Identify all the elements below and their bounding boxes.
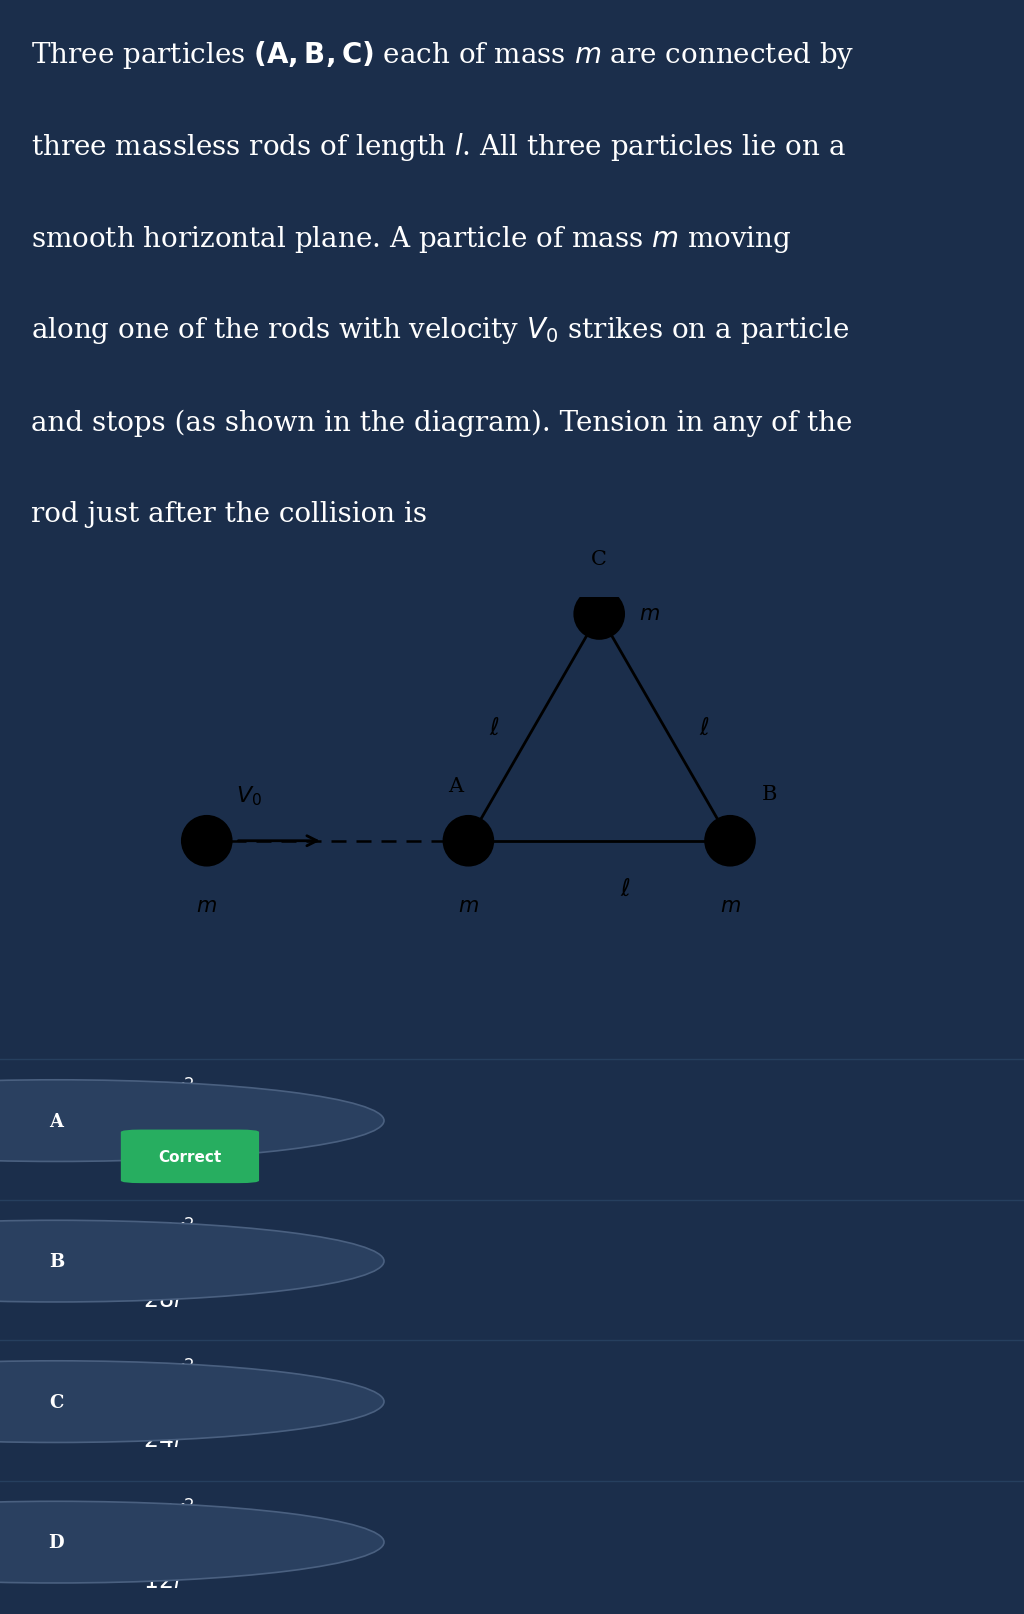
Text: along one of the rods with velocity $V_0$ strikes on a particle: along one of the rods with velocity $V_0… [31, 315, 849, 347]
Text: $m$: $m$ [639, 605, 660, 625]
Text: $m$: $m$ [458, 896, 479, 915]
Text: and stops (as shown in the diagram). Tension in any of the: and stops (as shown in the diagram). Ten… [31, 408, 852, 436]
Text: Correct: Correct [159, 1149, 221, 1164]
Circle shape [0, 1080, 384, 1162]
Text: $mV_0^2$: $mV_0^2$ [143, 1357, 196, 1391]
Text: $\ell$: $\ell$ [621, 878, 631, 901]
Text: $\ell$: $\ell$ [698, 717, 710, 739]
Text: $\ell$: $\ell$ [489, 717, 500, 739]
Text: three massless rods of length $l$. All three particles lie on a: three massless rods of length $l$. All t… [31, 131, 846, 163]
Circle shape [0, 1501, 384, 1583]
Circle shape [0, 1220, 384, 1302]
Text: $36l$: $36l$ [143, 1148, 182, 1170]
Circle shape [182, 817, 231, 865]
Text: B: B [762, 784, 777, 804]
Text: C: C [591, 549, 607, 568]
Text: $24l$: $24l$ [143, 1428, 182, 1451]
Circle shape [706, 817, 755, 865]
Text: $m$: $m$ [720, 896, 740, 915]
Text: rod just after the collision is: rod just after the collision is [31, 500, 427, 528]
Text: $28l$: $28l$ [143, 1288, 182, 1311]
Text: $V_0$: $V_0$ [236, 784, 261, 807]
FancyBboxPatch shape [121, 1130, 259, 1183]
Text: B: B [49, 1252, 63, 1270]
Circle shape [444, 817, 493, 865]
Circle shape [574, 591, 624, 639]
Text: Three particles $\mathbf{(A, B, C)}$ each of mass $m$ are connected by: Three particles $\mathbf{(A, B, C)}$ eac… [31, 39, 854, 71]
Text: A: A [447, 776, 463, 796]
Text: $m$: $m$ [197, 896, 217, 915]
Text: $12l$: $12l$ [143, 1569, 182, 1591]
Text: smooth horizontal plane. A particle of mass $m$ moving: smooth horizontal plane. A particle of m… [31, 223, 792, 255]
Text: C: C [49, 1393, 63, 1411]
Text: D: D [48, 1533, 65, 1551]
Text: $mV_0^2$: $mV_0^2$ [143, 1217, 196, 1251]
Circle shape [0, 1361, 384, 1443]
Text: $mV_0^2$: $mV_0^2$ [143, 1498, 196, 1532]
Text: $mV_0^2$: $mV_0^2$ [143, 1077, 196, 1110]
Text: A: A [49, 1112, 63, 1130]
